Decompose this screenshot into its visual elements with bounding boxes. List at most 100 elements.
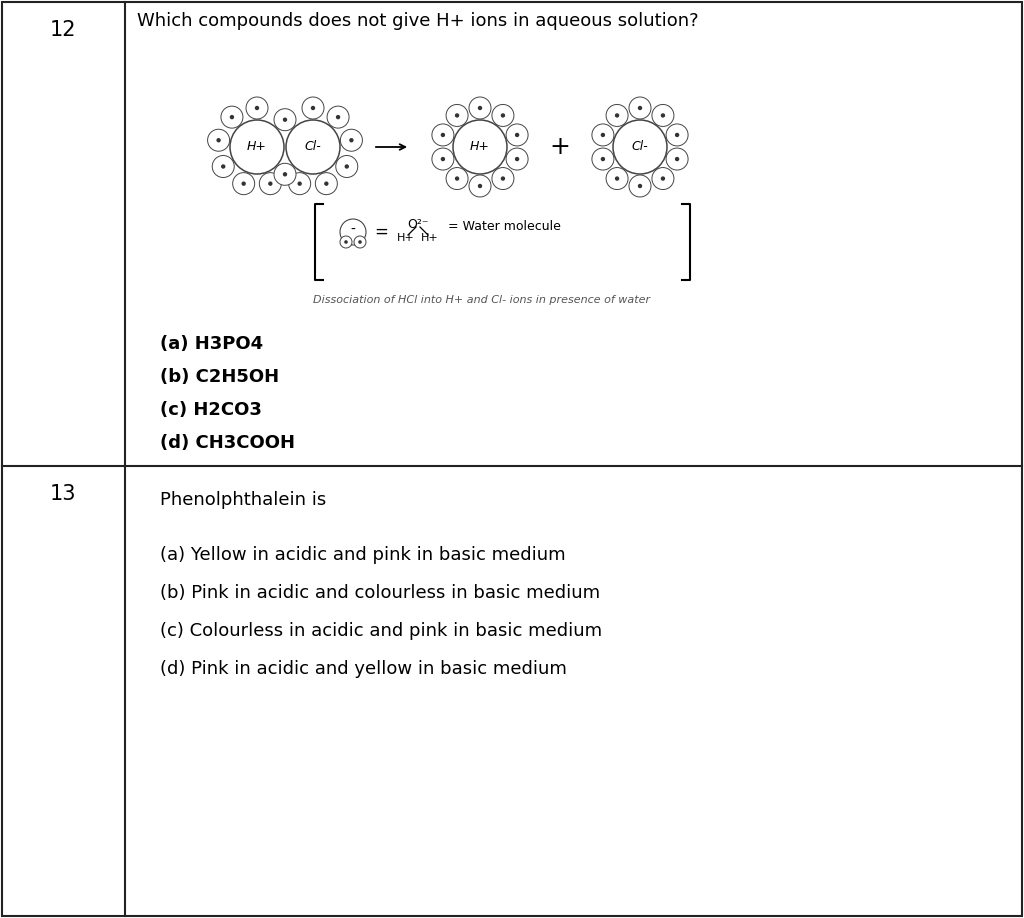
Circle shape — [606, 105, 628, 127]
Circle shape — [432, 148, 454, 170]
Circle shape — [246, 97, 268, 119]
Circle shape — [601, 133, 605, 137]
Circle shape — [336, 115, 340, 119]
Circle shape — [274, 163, 296, 185]
Circle shape — [344, 241, 348, 244]
Circle shape — [311, 106, 315, 110]
Circle shape — [259, 173, 282, 195]
Circle shape — [230, 120, 284, 174]
Circle shape — [629, 175, 651, 197]
Text: (a) Yellow in acidic and pink in basic medium: (a) Yellow in acidic and pink in basic m… — [160, 546, 565, 565]
Circle shape — [652, 105, 674, 127]
Text: -: - — [350, 223, 355, 237]
Circle shape — [638, 184, 642, 188]
Circle shape — [501, 113, 505, 118]
Circle shape — [614, 176, 620, 181]
Circle shape — [506, 124, 528, 146]
Circle shape — [229, 115, 234, 119]
Circle shape — [446, 105, 468, 127]
Circle shape — [515, 157, 519, 162]
Circle shape — [606, 168, 628, 189]
Circle shape — [501, 176, 505, 181]
Circle shape — [455, 176, 460, 181]
Circle shape — [340, 129, 362, 151]
Circle shape — [638, 106, 642, 110]
Circle shape — [349, 138, 353, 142]
Circle shape — [340, 219, 366, 245]
Circle shape — [478, 184, 482, 188]
Circle shape — [478, 106, 482, 110]
Circle shape — [297, 182, 302, 185]
Circle shape — [660, 176, 666, 181]
Text: +: + — [550, 135, 570, 159]
Text: Cl-: Cl- — [304, 140, 322, 153]
Circle shape — [515, 133, 519, 137]
Circle shape — [302, 97, 324, 119]
Circle shape — [660, 113, 666, 118]
Circle shape — [506, 148, 528, 170]
Circle shape — [675, 157, 679, 162]
Circle shape — [455, 113, 460, 118]
Circle shape — [432, 124, 454, 146]
Text: Cl-: Cl- — [632, 140, 648, 153]
Text: O²⁻: O²⁻ — [408, 218, 429, 230]
Circle shape — [666, 124, 688, 146]
Text: H+: H+ — [247, 140, 267, 153]
Circle shape — [440, 133, 445, 137]
Circle shape — [340, 236, 352, 248]
Circle shape — [601, 157, 605, 162]
Circle shape — [592, 148, 614, 170]
Circle shape — [675, 133, 679, 137]
Circle shape — [592, 124, 614, 146]
Circle shape — [221, 106, 243, 129]
Circle shape — [614, 113, 620, 118]
Circle shape — [469, 175, 490, 197]
Circle shape — [283, 172, 287, 176]
Circle shape — [325, 182, 329, 185]
Text: H+: H+ — [421, 233, 439, 243]
Circle shape — [336, 155, 357, 177]
Circle shape — [216, 138, 221, 142]
Circle shape — [289, 173, 310, 195]
Text: (d) Pink in acidic and yellow in basic medium: (d) Pink in acidic and yellow in basic m… — [160, 660, 567, 678]
Circle shape — [358, 241, 361, 244]
Circle shape — [492, 105, 514, 127]
Text: (c) H2CO3: (c) H2CO3 — [160, 401, 262, 419]
Text: H+: H+ — [470, 140, 489, 153]
Circle shape — [315, 173, 337, 195]
Circle shape — [666, 148, 688, 170]
Text: 12: 12 — [49, 20, 76, 40]
Circle shape — [212, 155, 234, 177]
Circle shape — [232, 173, 255, 195]
Text: (b) Pink in acidic and colourless in basic medium: (b) Pink in acidic and colourless in bas… — [160, 585, 600, 602]
Text: (d) CH3COOH: (d) CH3COOH — [160, 434, 295, 452]
Circle shape — [242, 182, 246, 185]
Text: Dissociation of HCl into H+ and Cl- ions in presence of water: Dissociation of HCl into H+ and Cl- ions… — [313, 295, 650, 305]
Circle shape — [344, 164, 349, 169]
Circle shape — [283, 118, 287, 122]
Text: =: = — [374, 223, 388, 241]
Text: (c) Colourless in acidic and pink in basic medium: (c) Colourless in acidic and pink in bas… — [160, 622, 602, 641]
Circle shape — [492, 168, 514, 189]
Text: 13: 13 — [49, 485, 76, 504]
Circle shape — [453, 120, 507, 174]
Circle shape — [354, 236, 366, 248]
Circle shape — [221, 164, 225, 169]
Circle shape — [446, 168, 468, 189]
Circle shape — [613, 120, 667, 174]
Circle shape — [274, 108, 296, 130]
Circle shape — [255, 106, 259, 110]
Circle shape — [652, 168, 674, 189]
Circle shape — [327, 106, 349, 129]
Text: H+: H+ — [397, 233, 415, 243]
Text: = Water molecule: = Water molecule — [449, 220, 561, 233]
Circle shape — [629, 97, 651, 119]
Circle shape — [440, 157, 445, 162]
Circle shape — [268, 182, 272, 185]
Circle shape — [286, 120, 340, 174]
Circle shape — [208, 129, 229, 151]
Text: (b) C2H5OH: (b) C2H5OH — [160, 368, 280, 386]
Text: Which compounds does not give H+ ions in aqueous solution?: Which compounds does not give H+ ions in… — [137, 12, 698, 30]
Text: Phenolphthalein is: Phenolphthalein is — [160, 491, 327, 509]
Text: (a) H3PO4: (a) H3PO4 — [160, 335, 263, 353]
